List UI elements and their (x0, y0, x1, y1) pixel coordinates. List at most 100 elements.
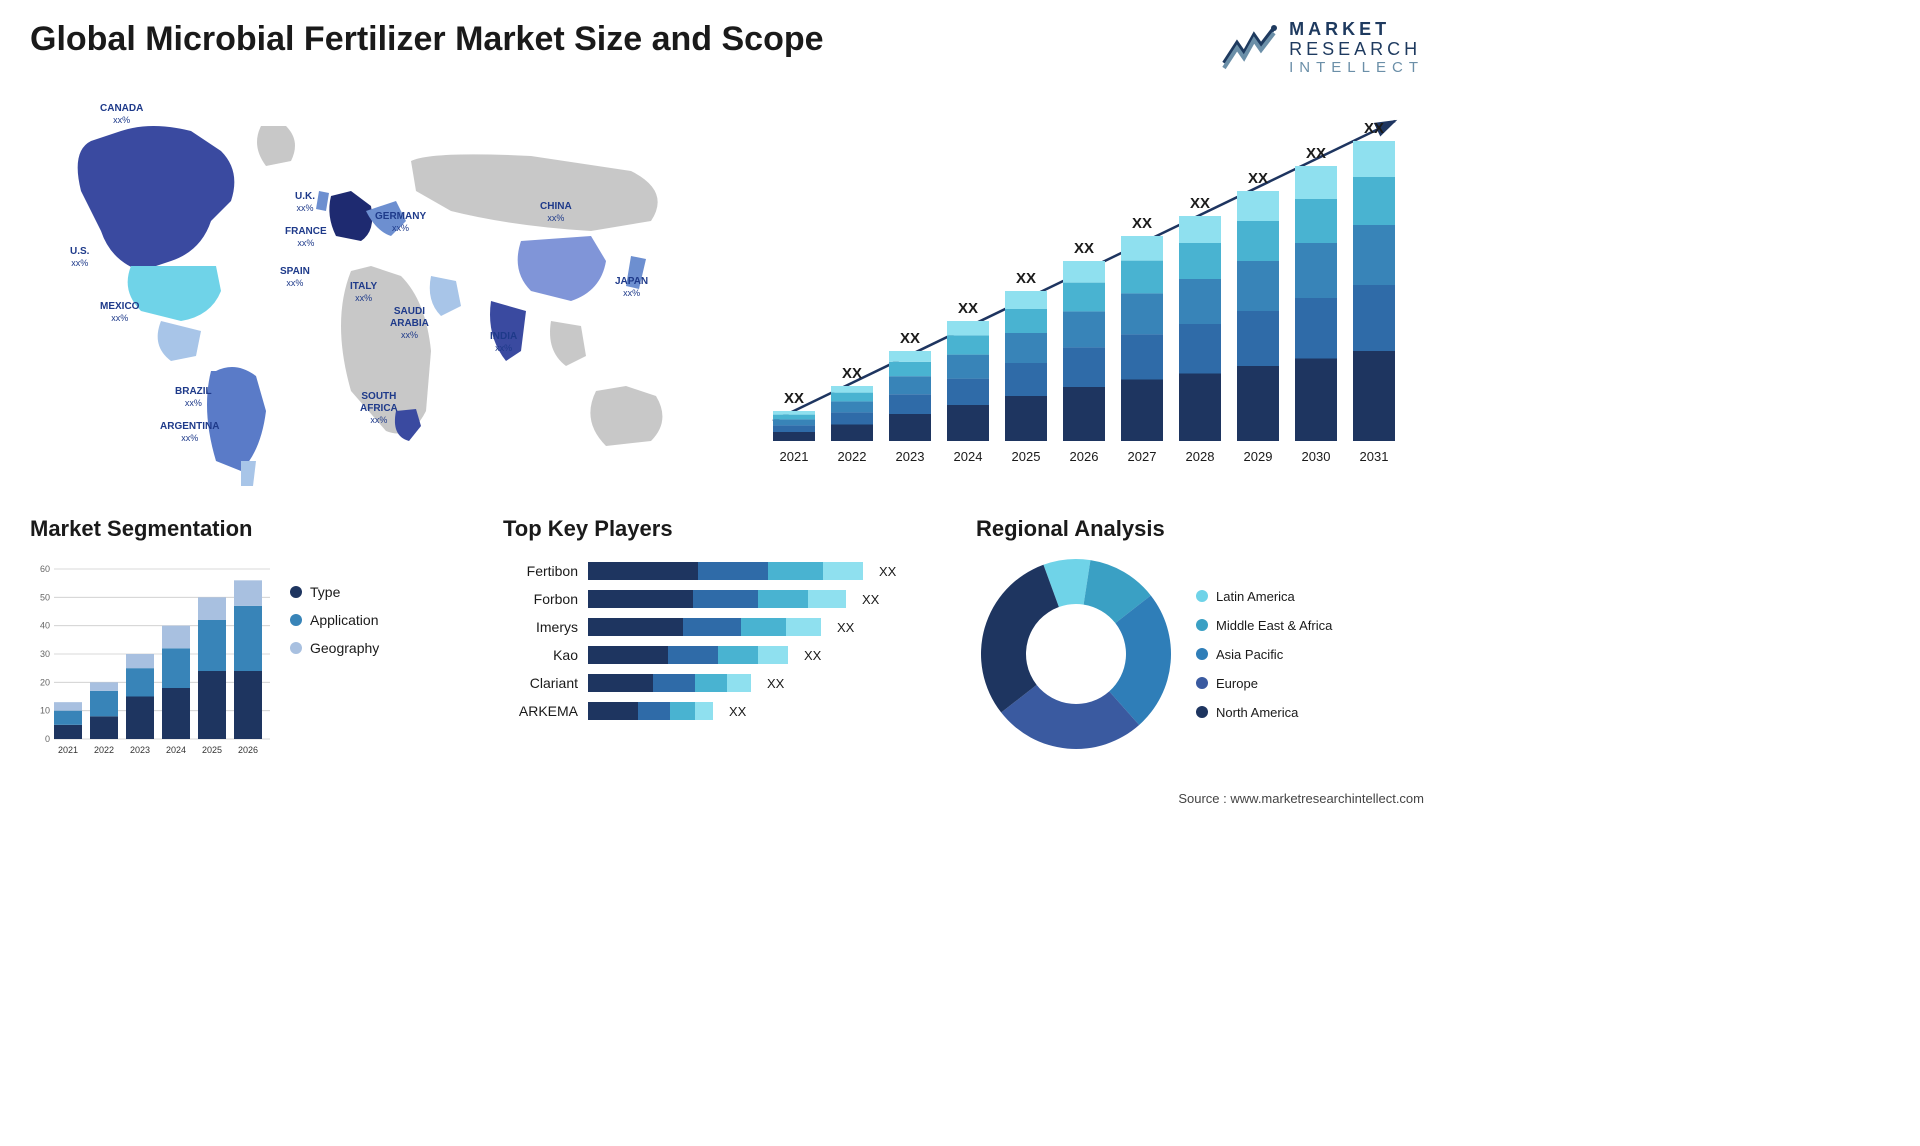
player-bar-segment (668, 646, 718, 664)
bar-value-label: XX (1016, 270, 1036, 287)
player-value: XX (729, 704, 746, 719)
map-label: CANADAxx% (100, 103, 143, 126)
legend-dot-icon (1196, 619, 1208, 631)
player-bar (588, 674, 751, 692)
bar-segment (947, 335, 989, 354)
player-value: XX (837, 620, 854, 635)
legend-item: Europe (1196, 676, 1332, 691)
segmentation-legend: TypeApplicationGeography (290, 554, 379, 764)
bar-segment (947, 355, 989, 379)
segmentation-panel: Market Segmentation 01020304050602021202… (30, 516, 478, 776)
legend-dot-icon (1196, 706, 1208, 718)
logo-text-1: MARKET (1289, 20, 1424, 40)
player-name: Forbon (503, 591, 578, 607)
seg-year-label: 2026 (238, 745, 258, 755)
bar-year-label: 2024 (954, 449, 983, 464)
segmentation-title: Market Segmentation (30, 516, 478, 542)
player-row: KaoXX (503, 646, 951, 664)
bar-segment (1179, 243, 1221, 279)
bar-segment (773, 432, 815, 441)
player-value: XX (767, 676, 784, 691)
bar-segment (773, 419, 815, 425)
seg-bar-segment (234, 606, 262, 671)
seg-bar-segment (162, 688, 190, 739)
player-bar-segment (758, 646, 788, 664)
bar-value-label: XX (1074, 240, 1094, 257)
bar-segment (1295, 199, 1337, 243)
player-row: ImerysXX (503, 618, 951, 636)
seg-bar-segment (198, 671, 226, 739)
page-title: Global Microbial Fertilizer Market Size … (30, 20, 824, 59)
seg-bar-segment (162, 648, 190, 688)
bar-year-label: 2028 (1186, 449, 1215, 464)
legend-dot-icon (1196, 648, 1208, 660)
bar-segment (1295, 359, 1337, 442)
map-label: GERMANYxx% (375, 211, 426, 234)
bar-value-label: XX (1132, 215, 1152, 232)
player-bar-segment (588, 590, 693, 608)
player-bar-segment (718, 646, 758, 664)
legend-dot-icon (1196, 590, 1208, 602)
player-bar-segment (653, 674, 695, 692)
players-title: Top Key Players (503, 516, 951, 542)
bar-segment (889, 362, 931, 376)
legend-dot-icon (290, 586, 302, 598)
seg-bar-segment (90, 691, 118, 717)
legend-item: Type (290, 584, 379, 600)
player-bar-segment (588, 618, 683, 636)
player-row: FertibonXX (503, 562, 951, 580)
legend-item: North America (1196, 705, 1332, 720)
y-tick: 60 (40, 564, 50, 574)
player-value: XX (879, 564, 896, 579)
legend-item: Latin America (1196, 589, 1332, 604)
y-tick: 30 (40, 649, 50, 659)
map-label: SPAINxx% (280, 266, 310, 289)
player-value: XX (804, 648, 821, 663)
player-bar-segment (741, 618, 786, 636)
top-row: CANADAxx%U.S.xx%MEXICOxx%BRAZILxx%ARGENT… (30, 91, 1424, 491)
bar-segment (1063, 387, 1105, 441)
bar-year-label: 2025 (1012, 449, 1041, 464)
seg-bar-segment (198, 620, 226, 671)
bar-value-label: XX (1190, 195, 1210, 212)
map-label: FRANCExx% (285, 226, 327, 249)
map-label: BRAZILxx% (175, 386, 212, 409)
players-chart: FertibonXXForbonXXImerysXXKaoXXClariantX… (503, 554, 951, 720)
map-label: JAPANxx% (615, 276, 648, 299)
seg-year-label: 2021 (58, 745, 78, 755)
player-bar-segment (670, 702, 695, 720)
bar-year-label: 2031 (1360, 449, 1389, 464)
source-text: Source : www.marketresearchintellect.com (1178, 791, 1424, 806)
legend-label: Type (310, 584, 340, 600)
player-bar-segment (683, 618, 741, 636)
player-bar (588, 646, 788, 664)
bar-segment (1005, 363, 1047, 396)
bar-segment (1063, 283, 1105, 312)
bar-segment (1005, 291, 1047, 309)
bar-segment (1121, 334, 1163, 379)
bar-segment (1179, 216, 1221, 243)
legend-label: Latin America (1216, 589, 1295, 604)
player-value: XX (862, 592, 879, 607)
bar-year-label: 2027 (1128, 449, 1157, 464)
y-tick: 20 (40, 677, 50, 687)
player-bar-segment (693, 590, 758, 608)
player-bar (588, 590, 846, 608)
logo-text-3: INTELLECT (1289, 60, 1424, 77)
bar-segment (1353, 285, 1395, 351)
bar-segment (947, 405, 989, 441)
bar-segment (1005, 333, 1047, 363)
seg-year-label: 2025 (202, 745, 222, 755)
world-map-panel: CANADAxx%U.S.xx%MEXICOxx%BRAZILxx%ARGENT… (30, 91, 712, 491)
bar-segment (947, 379, 989, 405)
seg-year-label: 2022 (94, 745, 114, 755)
bar-value-label: XX (842, 365, 862, 382)
bar-segment (889, 394, 931, 414)
map-label: ARGENTINAxx% (160, 421, 219, 444)
bar-segment (1063, 311, 1105, 347)
map-label: U.K.xx% (295, 191, 315, 214)
player-bar-segment (588, 702, 638, 720)
bar-segment (889, 351, 931, 362)
bar-value-label: XX (1248, 170, 1268, 187)
bar-year-label: 2029 (1244, 449, 1273, 464)
